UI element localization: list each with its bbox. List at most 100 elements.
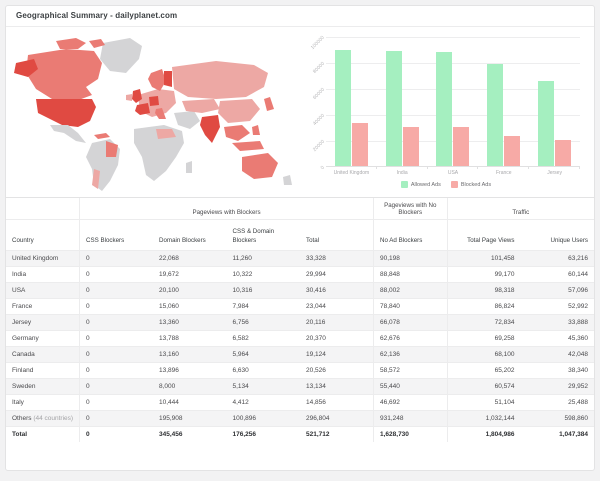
bar-group <box>428 37 479 169</box>
table-row: USA 0 20,100 10,316 30,416 88,002 98,318 57,096 <box>6 282 594 299</box>
column-header-css-domain-blockers[interactable]: CSS & Domain Blockers <box>226 219 300 251</box>
bar-allowed[interactable] <box>538 80 555 166</box>
cell-no-ad-blockers: 931,248 <box>373 410 447 427</box>
cell-total-blockers: 29,994 <box>300 266 374 283</box>
cell-css-domain-blockers: 100,896 <box>226 410 300 427</box>
cell-total-page-views: 86,824 <box>446 298 521 315</box>
cell-no-ad-blockers: 66,078 <box>373 314 447 331</box>
cell-country: Others (44 countries) <box>6 410 80 427</box>
table-row: Others (44 countries) 0 195,908 100,896 296,… <box>6 410 594 427</box>
cell-no-ad-blockers: 90,198 <box>373 250 447 267</box>
cell-no-ad-blockers: 1,628,730 <box>373 426 447 442</box>
cell-css-blockers: 0 <box>79 282 153 299</box>
cell-unique-users: 598,860 <box>520 410 594 427</box>
table-row: Italy 0 10,444 4,412 14,856 46,692 51,104 25,48… <box>6 394 594 411</box>
cell-unique-users: 57,096 <box>520 282 594 299</box>
cell-no-ad-blockers: 78,840 <box>373 298 447 315</box>
column-header-total-blockers[interactable]: Total <box>300 219 374 251</box>
cell-domain-blockers: 13,360 <box>153 314 227 331</box>
bar-blocked[interactable] <box>351 123 368 166</box>
column-header-unique-users[interactable]: Unique Users <box>520 219 594 251</box>
ads-bar-chart-panel: 100000 80000 60000 40000 20000 0 Uni <box>298 29 594 197</box>
cell-total-blockers: 20,526 <box>300 362 374 379</box>
bar-blocked[interactable] <box>453 126 470 166</box>
cell-country: Germany <box>6 330 80 347</box>
map-country-new-zealand <box>283 175 292 185</box>
legend-label: Allowed Ads <box>410 181 441 188</box>
geographical-summary-card: Geographical Summary - dailyplanet.com <box>5 5 595 471</box>
column-header-domain-blockers[interactable]: Domain Blockers <box>153 219 227 251</box>
cell-total-blockers: 20,370 <box>300 330 374 347</box>
cell-css-domain-blockers: 176,256 <box>226 426 300 442</box>
gridline <box>326 89 580 90</box>
cell-country: Sweden <box>6 378 80 395</box>
cell-total-page-views: 99,170 <box>446 266 521 283</box>
cell-total-page-views: 1,804,986 <box>446 426 521 442</box>
map-country-middle-east <box>174 111 200 129</box>
group-header-traffic: Traffic <box>446 197 594 220</box>
map-country-china <box>218 99 260 123</box>
bar-allowed[interactable] <box>487 64 504 166</box>
group-header-blank <box>6 197 80 220</box>
cell-css-domain-blockers: 6,756 <box>226 314 300 331</box>
bar-allowed[interactable] <box>385 51 402 166</box>
table-head: Pageviews with Blockers Pageviews with N… <box>6 197 594 251</box>
column-header-country[interactable]: Country <box>6 219 80 251</box>
bar-allowed[interactable] <box>334 49 351 166</box>
legend-item-allowed-ads[interactable]: Allowed Ads <box>400 181 441 188</box>
cell-no-ad-blockers: 88,848 <box>373 266 447 283</box>
x-tick-label: USA <box>447 170 459 176</box>
cell-domain-blockers: 8,000 <box>153 378 227 395</box>
map-country-ireland <box>126 94 132 101</box>
cell-css-domain-blockers: 6,582 <box>226 330 300 347</box>
cell-css-blockers: 0 <box>79 378 153 395</box>
cell-css-domain-blockers: 11,260 <box>226 250 300 267</box>
cell-domain-blockers: 195,908 <box>153 410 227 427</box>
map-country-indonesia <box>232 141 264 151</box>
map-country-caribbean <box>94 133 110 139</box>
cell-domain-blockers: 345,456 <box>153 426 227 442</box>
cell-unique-users: 38,340 <box>520 362 594 379</box>
chart-y-axis: 100000 80000 60000 40000 20000 0 <box>298 34 327 171</box>
map-country-australia <box>242 153 278 179</box>
cell-total-blockers: 33,328 <box>300 250 374 267</box>
cell-total-page-views: 101,458 <box>446 250 521 267</box>
geographical-summary-table: Pageviews with Blockers Pageviews with N… <box>6 197 594 442</box>
column-header-no-ad-blockers[interactable]: No Ad Blockers <box>373 219 447 251</box>
map-country-africa <box>134 125 184 181</box>
legend-item-blocked-ads[interactable]: Blocked Ads <box>450 181 491 188</box>
cell-unique-users: 33,888 <box>520 314 594 331</box>
chart-legend: Allowed Ads Blocked Ads <box>298 181 594 188</box>
cell-css-domain-blockers: 5,964 <box>226 346 300 363</box>
map-country-italy <box>155 108 166 119</box>
cell-total-page-views: 65,202 <box>446 362 521 379</box>
bar-group <box>478 37 529 169</box>
cell-country: India <box>6 266 80 283</box>
chart-x-axis-labels: United Kingdom India USA France Jersey <box>326 170 580 176</box>
bar-blocked[interactable] <box>504 136 521 166</box>
cell-country: Canada <box>6 346 80 363</box>
bar-blocked[interactable] <box>402 127 419 166</box>
map-country-france <box>135 103 150 115</box>
column-header-total-page-views[interactable]: Total Page Views <box>446 219 521 251</box>
cell-total-blockers: 14,856 <box>300 394 374 411</box>
cell-total-page-views: 68,100 <box>446 346 521 363</box>
cell-domain-blockers: 10,444 <box>153 394 227 411</box>
y-tick-label: 100000 <box>310 34 327 51</box>
y-tick-label: 60000 <box>312 86 327 101</box>
column-header-css-blockers[interactable]: CSS Blockers <box>79 219 153 251</box>
world-map-choropleth[interactable] <box>6 29 298 197</box>
table-row: Jersey 0 13,360 6,756 20,116 66,078 72,834 33,8… <box>6 314 594 331</box>
chart-bars <box>326 37 580 169</box>
map-country-mexico <box>50 125 86 143</box>
cell-unique-users: 1,047,384 <box>520 426 594 442</box>
map-country-north-africa <box>156 129 176 139</box>
cell-unique-users: 42,048 <box>520 346 594 363</box>
cell-css-blockers: 0 <box>79 250 153 267</box>
bar-allowed[interactable] <box>436 52 453 166</box>
cell-country-note: (44 countries) <box>31 415 74 422</box>
bar-group <box>377 37 428 169</box>
gridline <box>326 63 580 64</box>
table-row: Finland 0 13,896 6,630 20,526 58,572 65,202 38,… <box>6 362 594 379</box>
bar-blocked[interactable] <box>555 140 572 166</box>
